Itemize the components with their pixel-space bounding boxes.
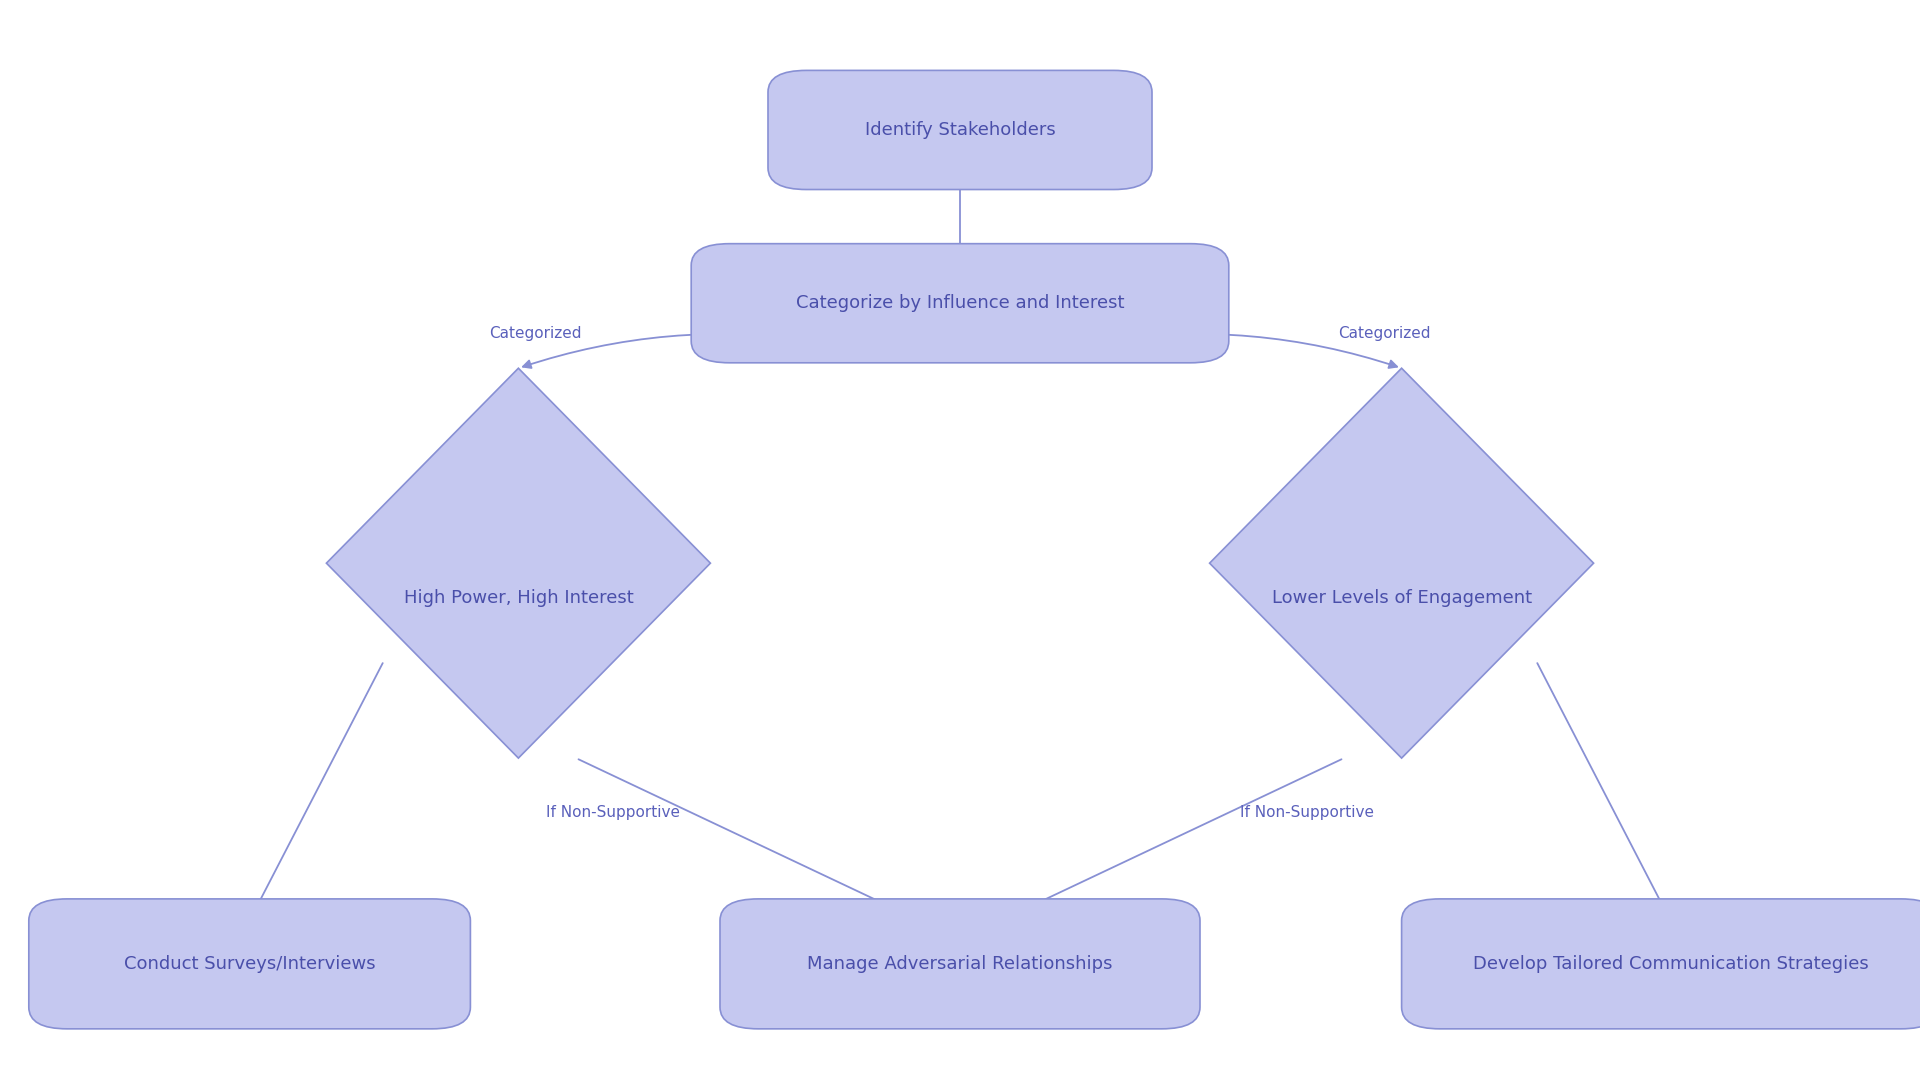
- Text: Categorized: Categorized: [1338, 326, 1430, 340]
- FancyBboxPatch shape: [691, 244, 1229, 363]
- Text: Categorize by Influence and Interest: Categorize by Influence and Interest: [795, 295, 1125, 312]
- FancyBboxPatch shape: [768, 70, 1152, 190]
- FancyBboxPatch shape: [29, 899, 470, 1029]
- Text: Identify Stakeholders: Identify Stakeholders: [864, 121, 1056, 139]
- Polygon shape: [1210, 368, 1594, 758]
- Text: Manage Adversarial Relationships: Manage Adversarial Relationships: [806, 955, 1114, 973]
- FancyBboxPatch shape: [720, 899, 1200, 1029]
- Text: Lower Levels of Engagement: Lower Levels of Engagement: [1271, 589, 1532, 608]
- Text: Conduct Surveys/Interviews: Conduct Surveys/Interviews: [123, 955, 376, 973]
- Text: If Non-Supportive: If Non-Supportive: [547, 805, 680, 820]
- Text: If Non-Supportive: If Non-Supportive: [1240, 805, 1373, 820]
- Text: Categorized: Categorized: [490, 326, 582, 340]
- Text: High Power, High Interest: High Power, High Interest: [403, 589, 634, 608]
- Polygon shape: [326, 368, 710, 758]
- Text: Develop Tailored Communication Strategies: Develop Tailored Communication Strategie…: [1473, 955, 1868, 973]
- FancyBboxPatch shape: [1402, 899, 1920, 1029]
